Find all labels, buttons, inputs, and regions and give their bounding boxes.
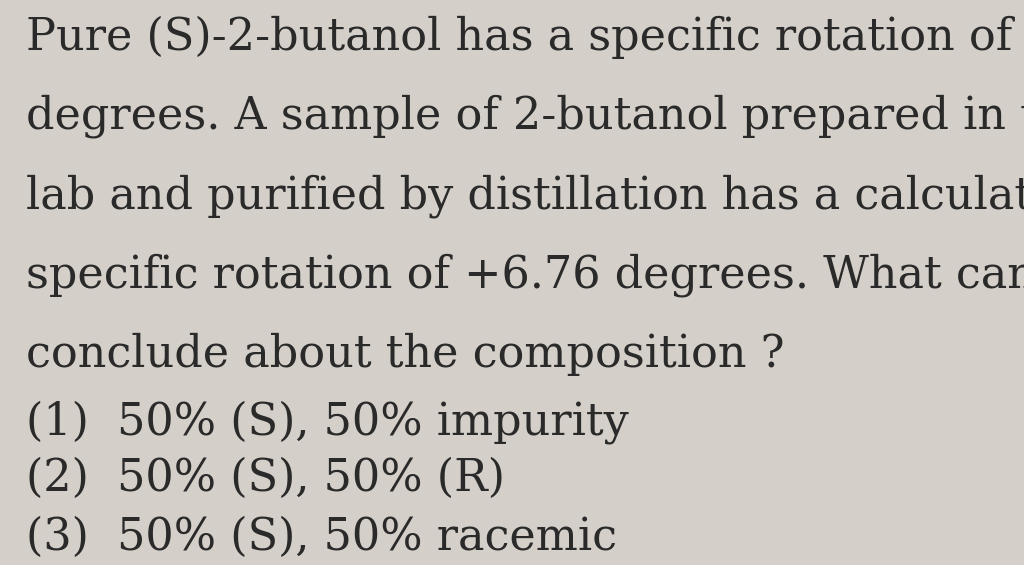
Text: Pure (S)-2-butanol has a specific rotation of +13.5: Pure (S)-2-butanol has a specific rotati… [26,16,1024,59]
Text: specific rotation of +6.76 degrees. What can yo: specific rotation of +6.76 degrees. What… [26,253,1024,297]
Text: (1)  50% (S), 50% impurity: (1) 50% (S), 50% impurity [26,400,629,444]
Text: conclude about the composition ?: conclude about the composition ? [26,333,784,376]
Text: (2)  50% (S), 50% (R): (2) 50% (S), 50% (R) [26,457,505,500]
Text: degrees. A sample of 2-butanol prepared in th: degrees. A sample of 2-butanol prepared … [26,95,1024,138]
Text: (3)  50% (S), 50% racemic: (3) 50% (S), 50% racemic [26,516,616,559]
Text: lab and purified by distillation has a calculate: lab and purified by distillation has a c… [26,174,1024,218]
